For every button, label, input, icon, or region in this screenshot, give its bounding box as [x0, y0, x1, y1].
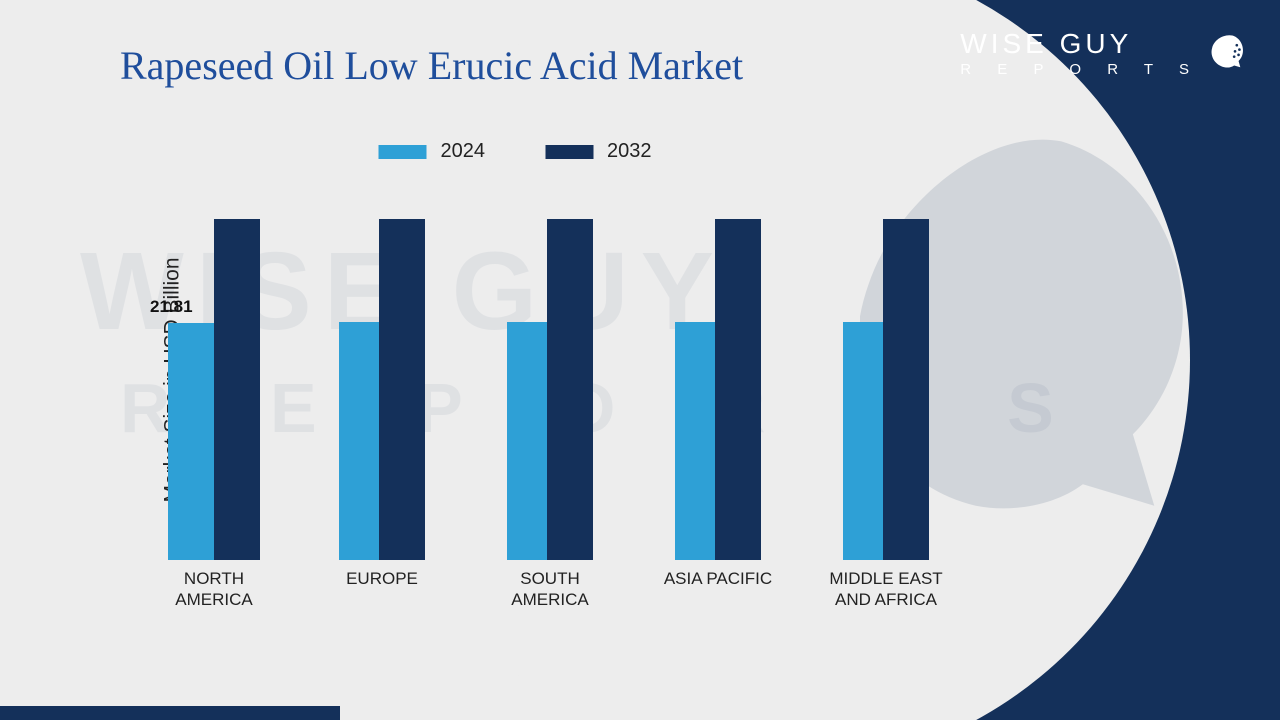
bar-group: SOUTH AMERICA — [475, 180, 625, 560]
bar-pair — [507, 180, 593, 560]
bar-2032 — [379, 219, 425, 560]
logo-line2: R E P O R T S — [960, 62, 1200, 77]
legend-swatch-2032 — [545, 145, 593, 159]
bottom-accent-bar — [0, 706, 340, 720]
category-label: MIDDLE EAST AND AFRICA — [821, 568, 951, 611]
bar-group: 21.81NORTH AMERICA — [139, 180, 289, 560]
legend-item-2024: 2024 — [379, 140, 486, 163]
bar-2032 — [715, 219, 761, 560]
logo-head-icon — [1206, 32, 1250, 76]
legend-label-2024: 2024 — [441, 140, 486, 163]
bar-group: MIDDLE EAST AND AFRICA — [811, 180, 961, 560]
bar-pair — [843, 180, 929, 560]
plot-area: 21.81NORTH AMERICAEUROPESOUTH AMERICAASI… — [130, 180, 970, 560]
bar-group: ASIA PACIFIC — [643, 180, 793, 560]
chart-legend: 2024 2032 — [379, 140, 652, 163]
legend-label-2032: 2032 — [607, 140, 652, 163]
bar-2032 — [883, 219, 929, 560]
chart-title: Rapeseed Oil Low Erucic Acid Market — [120, 42, 743, 89]
legend-item-2032: 2032 — [545, 140, 652, 163]
chart-container: Market Size in USD Billion 2024 2032 21.… — [60, 140, 970, 620]
bar-2032 — [214, 219, 260, 560]
legend-swatch-2024 — [379, 145, 427, 159]
bar-value-label: 21.81 — [150, 297, 193, 317]
logo-line1: WISE GUY — [960, 30, 1200, 58]
bar-pair — [339, 180, 425, 560]
bar-groups: 21.81NORTH AMERICAEUROPESOUTH AMERICAASI… — [130, 180, 970, 560]
category-label: NORTH AMERICA — [149, 568, 279, 611]
bar-group: EUROPE — [307, 180, 457, 560]
bar-2024 — [168, 323, 214, 560]
category-label: ASIA PACIFIC — [653, 568, 783, 589]
bar-pair — [675, 180, 761, 560]
category-label: SOUTH AMERICA — [485, 568, 615, 611]
category-label: EUROPE — [317, 568, 447, 589]
bar-2032 — [547, 219, 593, 560]
bar-pair: 21.81 — [168, 180, 260, 560]
brand-logo: WISE GUY R E P O R T S — [960, 30, 1250, 77]
